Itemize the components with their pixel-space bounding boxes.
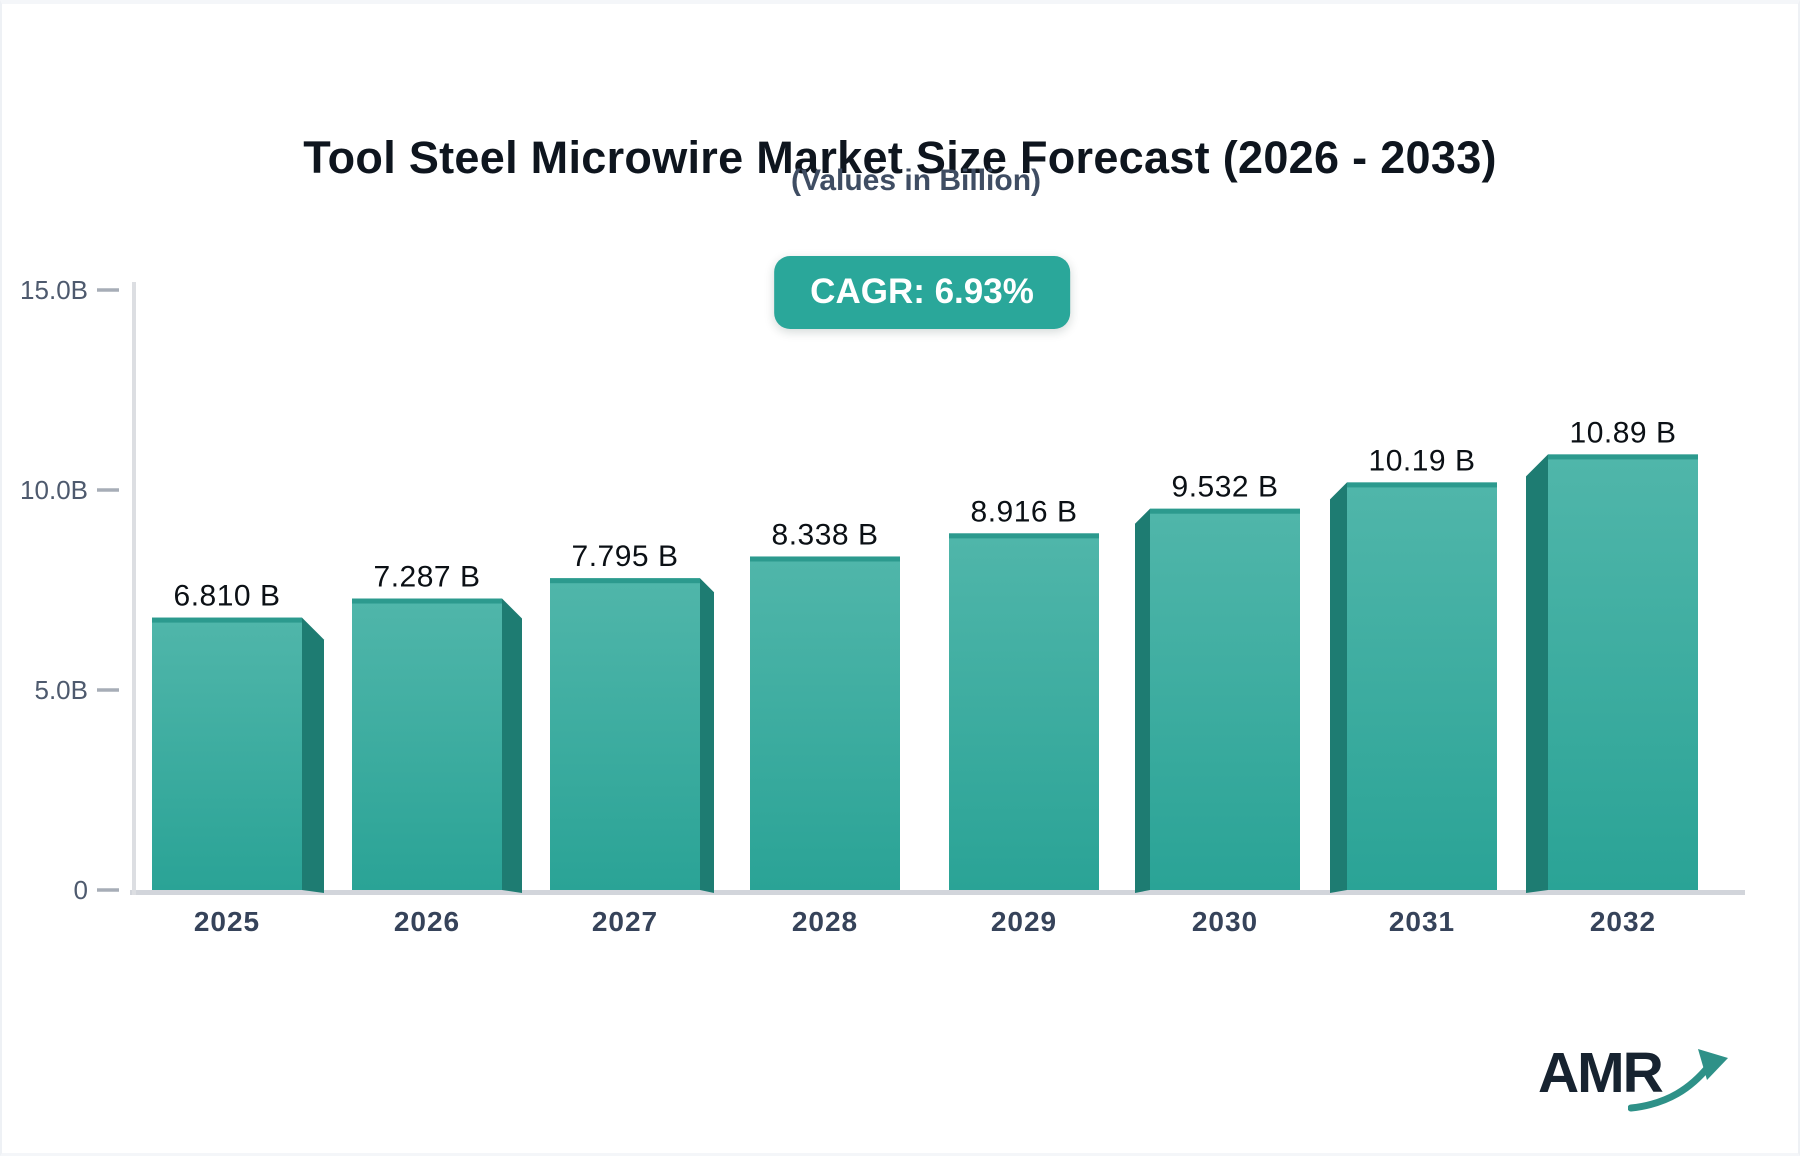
- bar-2027: 7.795 B 2027: [550, 540, 714, 937]
- y-tick-label: 5.0B: [35, 675, 89, 705]
- bar-2032: 10.89 B 2032: [1526, 416, 1698, 937]
- x-tick-label: 2027: [592, 906, 658, 937]
- amr-logo-text: AMR: [1538, 1041, 1664, 1105]
- bar-side-face: [1135, 508, 1150, 893]
- bar-2025: 6.810 B 2025: [152, 580, 324, 937]
- chart-subtitle: (Values in Billion): [790, 164, 1042, 197]
- y-tick-label: 15.0B: [20, 275, 88, 305]
- bar-side-face: [1330, 482, 1347, 893]
- bar-face: [1347, 482, 1497, 890]
- bar-2029: 8.916 B 2029: [949, 495, 1099, 937]
- bar-2028: 8.338 B 2028: [750, 518, 900, 937]
- bar-side-face: [700, 578, 714, 893]
- bar-value-label: 8.338 B: [772, 518, 879, 551]
- bar-chart: 15.0B 10.0B 5.0B 0 6.810 B 2025 7.287 B 2026 7.7…: [20, 275, 1745, 937]
- bar-2030: 9.532 B 2030: [1135, 471, 1300, 937]
- bar-top-cap: [352, 598, 502, 604]
- bar-top-cap: [949, 533, 1099, 539]
- x-tick-label: 2030: [1192, 906, 1258, 937]
- bar-value-label: 10.19 B: [1369, 444, 1476, 477]
- bar-top-cap: [750, 556, 900, 562]
- bar-2026: 7.287 B 2026: [352, 561, 522, 937]
- bar-face: [750, 556, 900, 890]
- growth-arrow-icon: [1627, 1049, 1728, 1112]
- x-tick-label: 2028: [792, 906, 858, 937]
- y-tick-label: 0: [74, 875, 88, 905]
- bar-top-cap: [1347, 482, 1497, 488]
- bar-face: [1150, 508, 1300, 890]
- y-tick-label: 10.0B: [20, 475, 88, 505]
- bar-side-face: [302, 617, 324, 893]
- bar-2031: 10.19 B 2031: [1330, 444, 1497, 937]
- chart-title: Tool Steel Microwire Market Size Forecas…: [303, 132, 1497, 184]
- bar-top-cap: [1548, 454, 1698, 460]
- bar-value-label: 8.916 B: [971, 495, 1078, 528]
- x-tick-label: 2026: [394, 906, 460, 937]
- bar-top-cap: [550, 578, 700, 584]
- bar-value-label: 7.795 B: [572, 540, 679, 573]
- bar-side-face: [1526, 454, 1548, 893]
- x-tick-label: 2031: [1389, 906, 1455, 937]
- bar-value-label: 6.810 B: [174, 580, 281, 613]
- bar-top-cap: [1150, 508, 1300, 514]
- cagr-badge: CAGR: 6.93%: [774, 256, 1070, 329]
- x-tick-label: 2029: [991, 906, 1057, 937]
- bar-side-face: [502, 598, 522, 893]
- bar-face: [352, 598, 502, 890]
- bar-value-label: 9.532 B: [1172, 471, 1279, 504]
- bar-face: [1548, 454, 1698, 890]
- amr-logo: AMR: [1538, 1045, 1730, 1113]
- bar-face: [550, 578, 700, 890]
- x-tick-label: 2025: [194, 906, 260, 937]
- bar-top-cap: [152, 617, 302, 623]
- bar-value-label: 7.287 B: [374, 561, 481, 594]
- bar-face: [152, 617, 302, 890]
- bar-value-label: 10.89 B: [1570, 416, 1677, 449]
- bar-face: [949, 533, 1099, 890]
- x-tick-label: 2032: [1590, 906, 1656, 937]
